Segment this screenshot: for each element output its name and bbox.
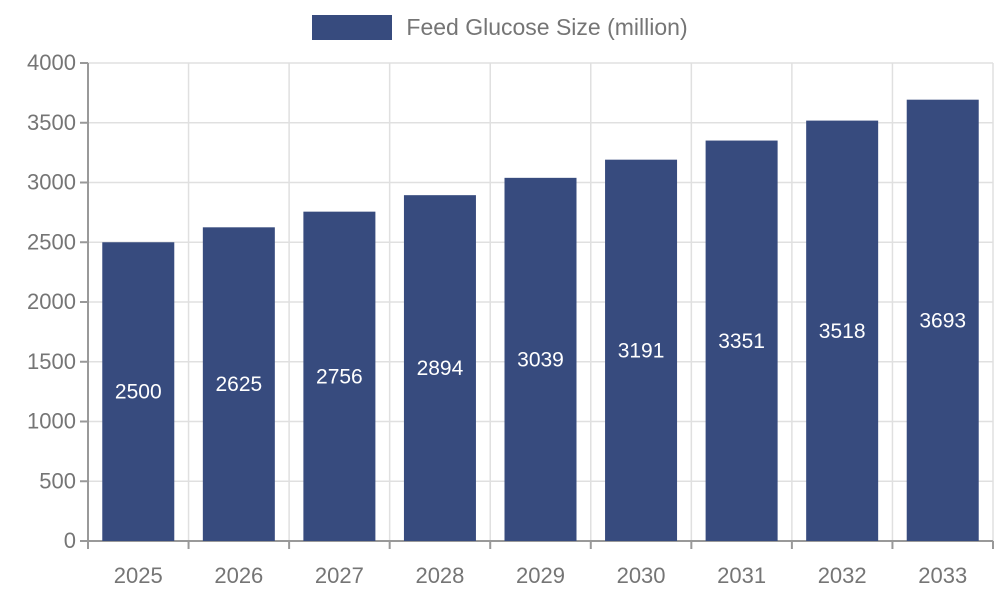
y-tick-label: 500 [39, 468, 76, 493]
bar-value-label: 3518 [819, 320, 866, 343]
bar-value-label: 2756 [316, 365, 363, 388]
bar-2032[interactable] [806, 120, 879, 541]
bar-2033[interactable] [906, 99, 979, 542]
bar-value-label: 3693 [919, 309, 966, 332]
bar-2030[interactable] [605, 159, 678, 541]
x-tick-label: 2027 [315, 563, 364, 588]
x-tick-label: 2025 [114, 563, 163, 588]
y-tick-label: 0 [64, 528, 76, 553]
x-tick-label: 2029 [516, 563, 565, 588]
bar-2028[interactable] [403, 195, 476, 542]
x-tick-label: 2030 [617, 563, 666, 588]
bar-value-label: 3351 [718, 330, 765, 353]
bar-2031[interactable] [705, 140, 778, 542]
y-tick-label: 3000 [27, 170, 76, 195]
x-tick-label: 2033 [918, 563, 967, 588]
y-tick-label: 3500 [27, 110, 76, 135]
y-tick-label: 1000 [27, 409, 76, 434]
y-tick-label: 1500 [27, 349, 76, 374]
bar-2027[interactable] [303, 211, 376, 541]
legend-swatch-icon [312, 15, 393, 40]
bar-2026[interactable] [202, 227, 275, 541]
x-tick-label: 2032 [818, 563, 867, 588]
x-tick-label: 2031 [717, 563, 766, 588]
bar-value-label: 3039 [517, 348, 564, 371]
bar-value-label: 2625 [215, 373, 262, 396]
legend-label: Feed Glucose Size (million) [406, 14, 688, 40]
x-tick-label: 2026 [214, 563, 263, 588]
y-tick-label: 2500 [27, 229, 76, 254]
bar-value-label: 2500 [115, 381, 162, 404]
legend[interactable]: Feed Glucose Size (million) [0, 14, 1000, 41]
bar-2025[interactable] [102, 242, 175, 541]
y-tick-label: 4000 [27, 50, 76, 75]
bar-value-label: 3191 [618, 339, 665, 362]
x-tick-label: 2028 [415, 563, 464, 588]
y-tick-label: 2000 [27, 289, 76, 314]
bar-value-label: 2894 [417, 357, 464, 380]
bar-2029[interactable] [504, 177, 577, 542]
